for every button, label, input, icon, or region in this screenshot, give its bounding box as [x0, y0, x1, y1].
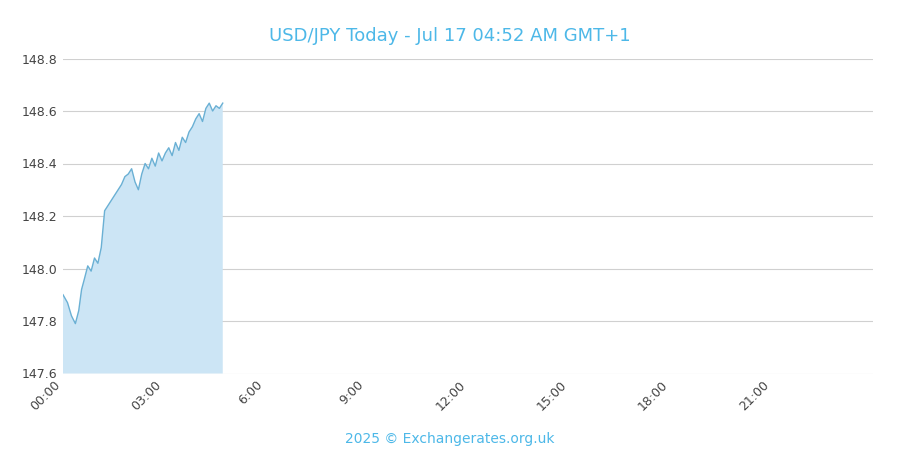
Polygon shape: [63, 103, 223, 374]
Text: 2025 © Exchangerates.org.uk: 2025 © Exchangerates.org.uk: [346, 432, 554, 446]
Text: USD/JPY Today - Jul 17 04:52 AM GMT+1: USD/JPY Today - Jul 17 04:52 AM GMT+1: [269, 27, 631, 45]
